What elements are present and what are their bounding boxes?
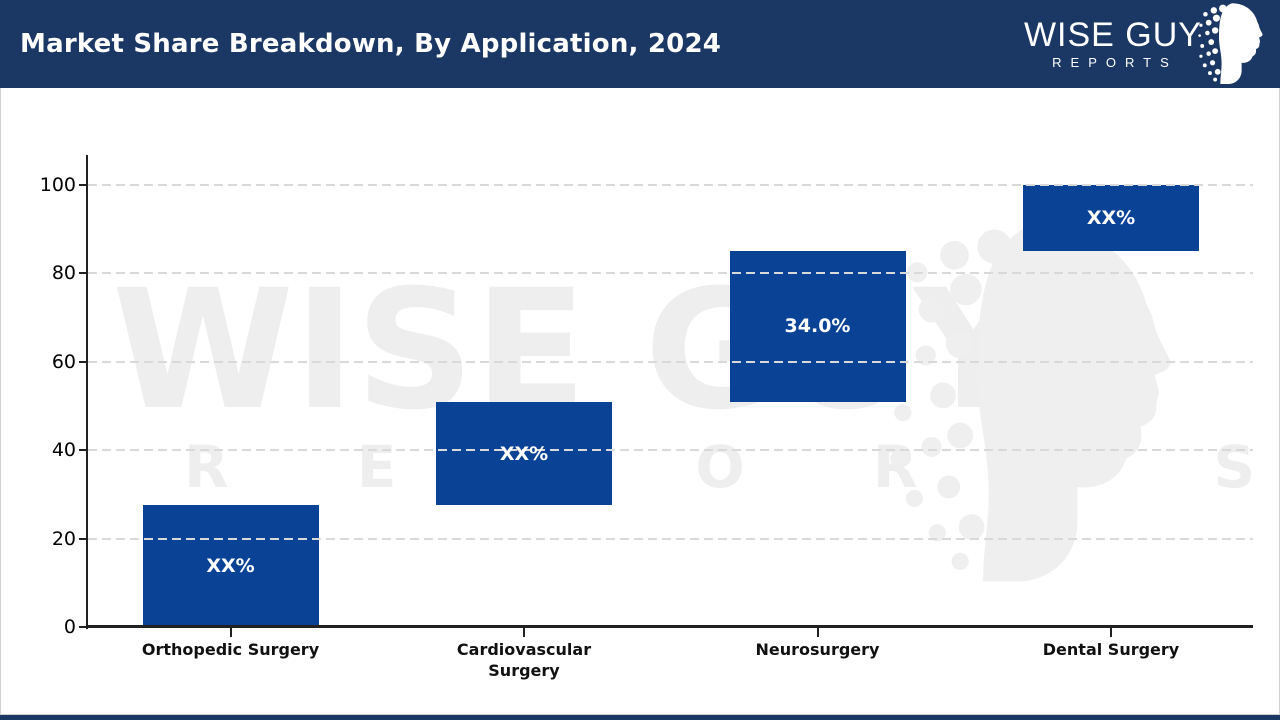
gridline-y-100 [88, 184, 1253, 186]
x-tick-mark [1110, 628, 1112, 637]
y-tick-label: 100 [39, 174, 76, 196]
y-tick-label: 40 [51, 439, 76, 462]
x-tick-label-orthopedic-surgery: Orthopedic Surgery [141, 640, 320, 659]
footer-bar [0, 715, 1280, 720]
bar-value-label: XX% [206, 555, 255, 578]
bar-value-label: 34.0% [784, 315, 851, 338]
bar-value-label: XX% [499, 442, 549, 465]
x-tick-label-neurosurgery: Neurosurgery [755, 640, 880, 659]
y-axis-line [86, 155, 88, 629]
x-tick-mark [523, 628, 525, 637]
gridline-y-40 [88, 449, 1253, 452]
gridline-y-80 [88, 272, 1253, 275]
brand-head-dots-icon [1198, 3, 1263, 85]
y-tick-mark [79, 184, 87, 186]
chart-header: Market Share Breakdown, By Application, … [0, 0, 1280, 88]
y-tick-label: 60 [51, 350, 76, 373]
bar-orthopedic-surgery [142, 505, 319, 627]
brand-logo: WISE GUY REPORTS [1024, 0, 1272, 88]
page-title: Market Share Breakdown, By Application, … [20, 29, 722, 59]
bar-value-label: XX% [1086, 207, 1136, 230]
y-tick-label: 80 [51, 262, 76, 285]
y-tick-mark [79, 626, 87, 628]
brand-name: WISE GUY [1023, 16, 1202, 54]
bar-dental-surgery [1023, 185, 1199, 252]
y-tick-label: 20 [51, 527, 76, 550]
x-tick-mark [816, 628, 819, 637]
gridline-y-20 [88, 537, 1253, 540]
y-tick-mark [79, 449, 87, 452]
x-tick-label-dental-surgery: Dental Surgery [1042, 640, 1180, 659]
x-axis-line [86, 625, 1253, 628]
x-tick-mark [229, 628, 232, 637]
x-tick-label-cardiovascular-surgery: Cardiovascular Surgery [456, 640, 592, 680]
gridline-y-60 [88, 360, 1253, 363]
bar-neurosurgery [729, 251, 906, 402]
bar-cardiovascular-surgery [436, 401, 612, 506]
y-tick-mark [79, 272, 87, 275]
y-tick-mark [79, 537, 87, 540]
y-tick-label: 0 [63, 616, 76, 638]
y-tick-mark [79, 360, 87, 363]
brand-subname: REPORTS [1052, 55, 1178, 70]
brand-logo-text: WISE GUY REPORTS [1024, 18, 1202, 70]
